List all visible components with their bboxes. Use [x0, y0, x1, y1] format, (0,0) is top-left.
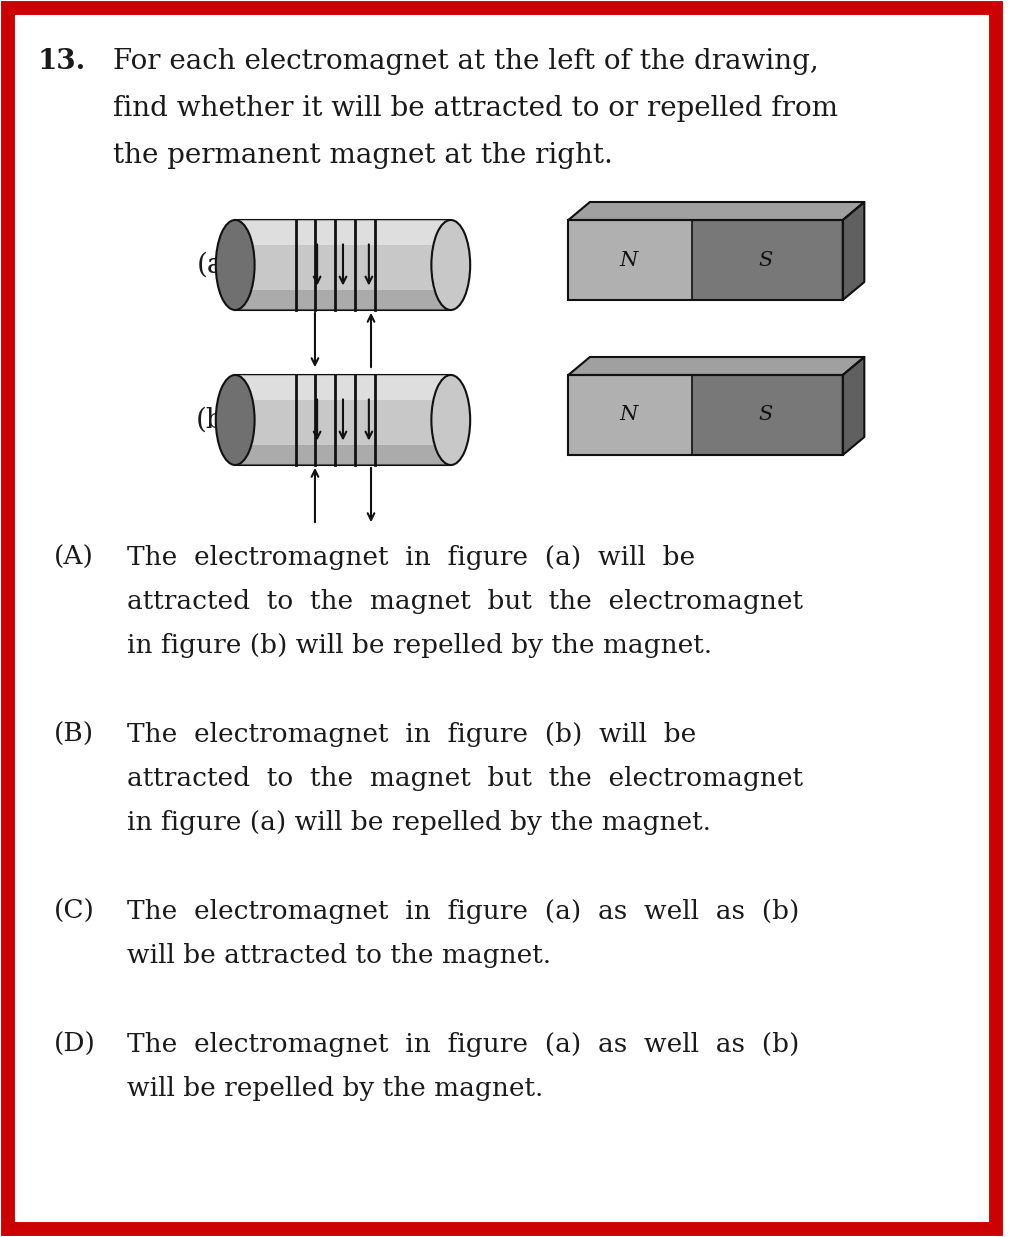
Bar — [236, 375, 451, 401]
Text: the permanent magnet at the right.: the permanent magnet at the right. — [113, 142, 612, 169]
Text: in figure (b) will be repelled by the magnet.: in figure (b) will be repelled by the ma… — [127, 633, 713, 658]
Polygon shape — [843, 357, 864, 455]
Text: For each electromagnet at the left of the drawing,: For each electromagnet at the left of th… — [113, 48, 818, 75]
Text: find whether it will be attracted to or repelled from: find whether it will be attracted to or … — [113, 95, 838, 122]
Text: (b): (b) — [196, 407, 236, 433]
Ellipse shape — [431, 375, 470, 465]
Ellipse shape — [431, 220, 470, 310]
Text: The  electromagnet  in  figure  (a)  as  well  as  (b): The electromagnet in figure (a) as well … — [127, 1032, 800, 1056]
Text: S: S — [759, 406, 773, 424]
Bar — [236, 445, 451, 465]
Text: 13.: 13. — [37, 48, 85, 75]
Bar — [236, 375, 451, 465]
Ellipse shape — [216, 220, 255, 310]
Text: N: N — [620, 251, 638, 270]
Polygon shape — [568, 357, 864, 375]
Text: will be repelled by the magnet.: will be repelled by the magnet. — [127, 1076, 544, 1101]
Text: will be attracted to the magnet.: will be attracted to the magnet. — [127, 943, 552, 969]
Bar — [568, 220, 692, 301]
Bar — [568, 375, 843, 455]
Text: The  electromagnet  in  figure  (a)  will  be: The electromagnet in figure (a) will be — [127, 546, 695, 570]
Bar — [236, 291, 451, 310]
Text: attracted  to  the  magnet  but  the  electromagnet: attracted to the magnet but the electrom… — [127, 766, 804, 790]
Bar — [236, 220, 451, 310]
Text: S: S — [759, 251, 773, 270]
Text: (a): (a) — [197, 251, 236, 278]
Bar — [692, 375, 843, 455]
Bar — [236, 220, 451, 245]
Bar — [568, 220, 843, 301]
Text: The  electromagnet  in  figure  (a)  as  well  as  (b): The electromagnet in figure (a) as well … — [127, 899, 800, 924]
Ellipse shape — [216, 375, 255, 465]
Text: (C): (C) — [54, 899, 95, 924]
Text: attracted  to  the  magnet  but  the  electromagnet: attracted to the magnet but the electrom… — [127, 589, 804, 614]
Text: N: N — [620, 406, 638, 424]
Text: (D): (D) — [54, 1032, 96, 1056]
Text: (B): (B) — [54, 722, 94, 747]
Text: The  electromagnet  in  figure  (b)  will  be: The electromagnet in figure (b) will be — [127, 722, 696, 747]
Text: (A): (A) — [54, 546, 94, 570]
Polygon shape — [843, 202, 864, 301]
Bar — [692, 220, 843, 301]
Polygon shape — [568, 202, 864, 220]
Text: in figure (a) will be repelled by the magnet.: in figure (a) will be repelled by the ma… — [127, 810, 712, 835]
Bar — [568, 375, 692, 455]
